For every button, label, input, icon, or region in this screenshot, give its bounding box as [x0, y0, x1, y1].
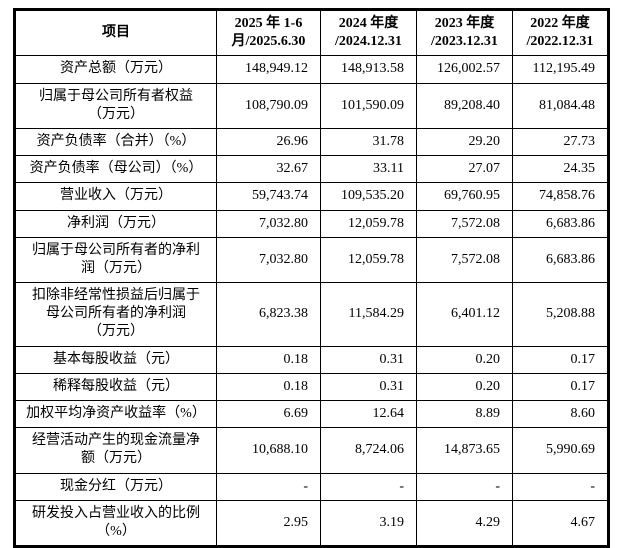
row-label: 稀释每股收益（元）	[14, 372, 217, 402]
value-cell: 7,032.80	[216, 236, 321, 284]
value-cell: 6,823.38	[216, 282, 321, 347]
row-label: 扣除非经常性损益后归属于 母公司所有者的净利润 （万元）	[14, 282, 217, 347]
value-cell: 7,572.08	[416, 236, 513, 284]
value-cell: 81,084.48	[512, 82, 609, 129]
value-cell: 10,688.10	[216, 427, 321, 474]
value-cell: 6,683.86	[512, 209, 609, 238]
header-row: 项目 2025 年 1-6 月/2025.6.30 2024 年度 /2024.…	[14, 8, 609, 57]
value-cell: 108,790.09	[216, 82, 321, 129]
value-cell: 126,002.57	[416, 55, 513, 84]
col-header-2025-h1: 2025 年 1-6 月/2025.6.30	[216, 8, 321, 57]
table-row: 归属于母公司所有者权益 （万元） 108,790.09 101,590.09 89,2…	[14, 82, 609, 129]
table-row: 净利润（万元） 7,032.80 12,059.78 7,572.08 6,683.86	[14, 209, 609, 238]
value-cell: 0.20	[416, 372, 513, 402]
value-cell: 5,990.69	[512, 427, 609, 474]
row-label: 净利润（万元）	[14, 209, 217, 238]
row-label: 加权平均净资产收益率（%）	[14, 399, 217, 429]
value-cell: 24.35	[512, 155, 609, 184]
value-cell: 27.73	[512, 127, 609, 157]
row-label: 归属于母公司所有者权益 （万元）	[14, 82, 217, 129]
value-cell: 0.31	[320, 372, 417, 402]
value-cell: 29.20	[416, 127, 513, 157]
value-cell: 109,535.20	[320, 182, 417, 211]
value-cell: 4.29	[416, 499, 513, 548]
value-cell: -	[216, 472, 321, 501]
table-row: 研发投入占营业收入的比例 （%） 2.95 3.19 4.29 4.67	[14, 499, 609, 548]
value-cell: 0.20	[416, 345, 513, 374]
col-header-2023: 2023 年度 /2023.12.31	[416, 8, 513, 57]
value-cell: 74,858.76	[512, 182, 609, 211]
value-cell: -	[320, 472, 417, 501]
value-cell: 0.17	[512, 345, 609, 374]
row-label: 研发投入占营业收入的比例 （%）	[14, 499, 217, 548]
value-cell: 148,949.12	[216, 55, 321, 84]
row-label: 基本每股收益（元）	[14, 345, 217, 374]
financial-summary: 项目 2025 年 1-6 月/2025.6.30 2024 年度 /2024.…	[13, 8, 610, 548]
col-header-2024: 2024 年度 /2024.12.31	[320, 8, 417, 57]
row-label: 营业收入（万元）	[14, 182, 217, 211]
value-cell: -	[416, 472, 513, 501]
value-cell: 2.95	[216, 499, 321, 548]
value-cell: 33.11	[320, 155, 417, 184]
value-cell: 12,059.78	[320, 236, 417, 284]
value-cell: 89,208.40	[416, 82, 513, 129]
table-row: 加权平均净资产收益率（%） 6.69 12.64 8.89 8.60	[14, 399, 609, 429]
value-cell: 8.89	[416, 399, 513, 429]
value-cell: 7,572.08	[416, 209, 513, 238]
row-label: 资产负债率（母公司）（%）	[14, 155, 217, 184]
value-cell: 5,208.88	[512, 282, 609, 347]
value-cell: 27.07	[416, 155, 513, 184]
value-cell: 12,059.78	[320, 209, 417, 238]
value-cell: 0.18	[216, 372, 321, 402]
row-label: 资产总额（万元）	[14, 55, 217, 84]
value-cell: 3.19	[320, 499, 417, 548]
table-row: 现金分红（万元） - - - -	[14, 472, 609, 501]
table-row: 资产负债率（母公司）（%） 32.67 33.11 27.07 24.35	[14, 155, 609, 184]
value-cell: 69,760.95	[416, 182, 513, 211]
row-label: 经营活动产生的现金流量净 额（万元）	[14, 427, 217, 474]
table-row: 基本每股收益（元） 0.18 0.31 0.20 0.17	[14, 345, 609, 374]
row-label: 现金分红（万元）	[14, 472, 217, 501]
value-cell: 0.17	[512, 372, 609, 402]
value-cell: 26.96	[216, 127, 321, 157]
value-cell: 7,032.80	[216, 209, 321, 238]
value-cell: 8,724.06	[320, 427, 417, 474]
value-cell: 14,873.65	[416, 427, 513, 474]
table-row: 经营活动产生的现金流量净 额（万元） 10,688.10 8,724.06 14,87…	[14, 427, 609, 474]
table-row: 资产负债率（合并）（%） 26.96 31.78 29.20 27.73	[14, 127, 609, 157]
value-cell: 6,683.86	[512, 236, 609, 284]
value-cell: 8.60	[512, 399, 609, 429]
value-cell: 112,195.49	[512, 55, 609, 84]
table-row: 稀释每股收益（元） 0.18 0.31 0.20 0.17	[14, 372, 609, 402]
col-header-2022: 2022 年度 /2022.12.31	[512, 8, 609, 57]
table-row: 营业收入（万元） 59,743.74 109,535.20 69,760.95 74,8…	[14, 182, 609, 211]
table-row: 资产总额（万元） 148,949.12 148,913.58 126,002.57 11…	[14, 55, 609, 84]
value-cell: 6.69	[216, 399, 321, 429]
table-row: 扣除非经常性损益后归属于 母公司所有者的净利润 （万元） 6,823.38 11,5…	[14, 282, 609, 347]
value-cell: -	[512, 472, 609, 501]
value-cell: 32.67	[216, 155, 321, 184]
row-label: 归属于母公司所有者的净利 润（万元）	[14, 236, 217, 284]
value-cell: 6,401.12	[416, 282, 513, 347]
value-cell: 12.64	[320, 399, 417, 429]
value-cell: 0.31	[320, 345, 417, 374]
value-cell: 0.18	[216, 345, 321, 374]
value-cell: 31.78	[320, 127, 417, 157]
value-cell: 101,590.09	[320, 82, 417, 129]
value-cell: 59,743.74	[216, 182, 321, 211]
value-cell: 11,584.29	[320, 282, 417, 347]
col-header-item: 项目	[14, 8, 217, 57]
table-row: 归属于母公司所有者的净利 润（万元） 7,032.80 12,059.78 7,572…	[14, 236, 609, 284]
row-label: 资产负债率（合并）（%）	[14, 127, 217, 157]
value-cell: 4.67	[512, 499, 609, 548]
financial-summary-table: 项目 2025 年 1-6 月/2025.6.30 2024 年度 /2024.…	[13, 8, 610, 548]
value-cell: 148,913.58	[320, 55, 417, 84]
